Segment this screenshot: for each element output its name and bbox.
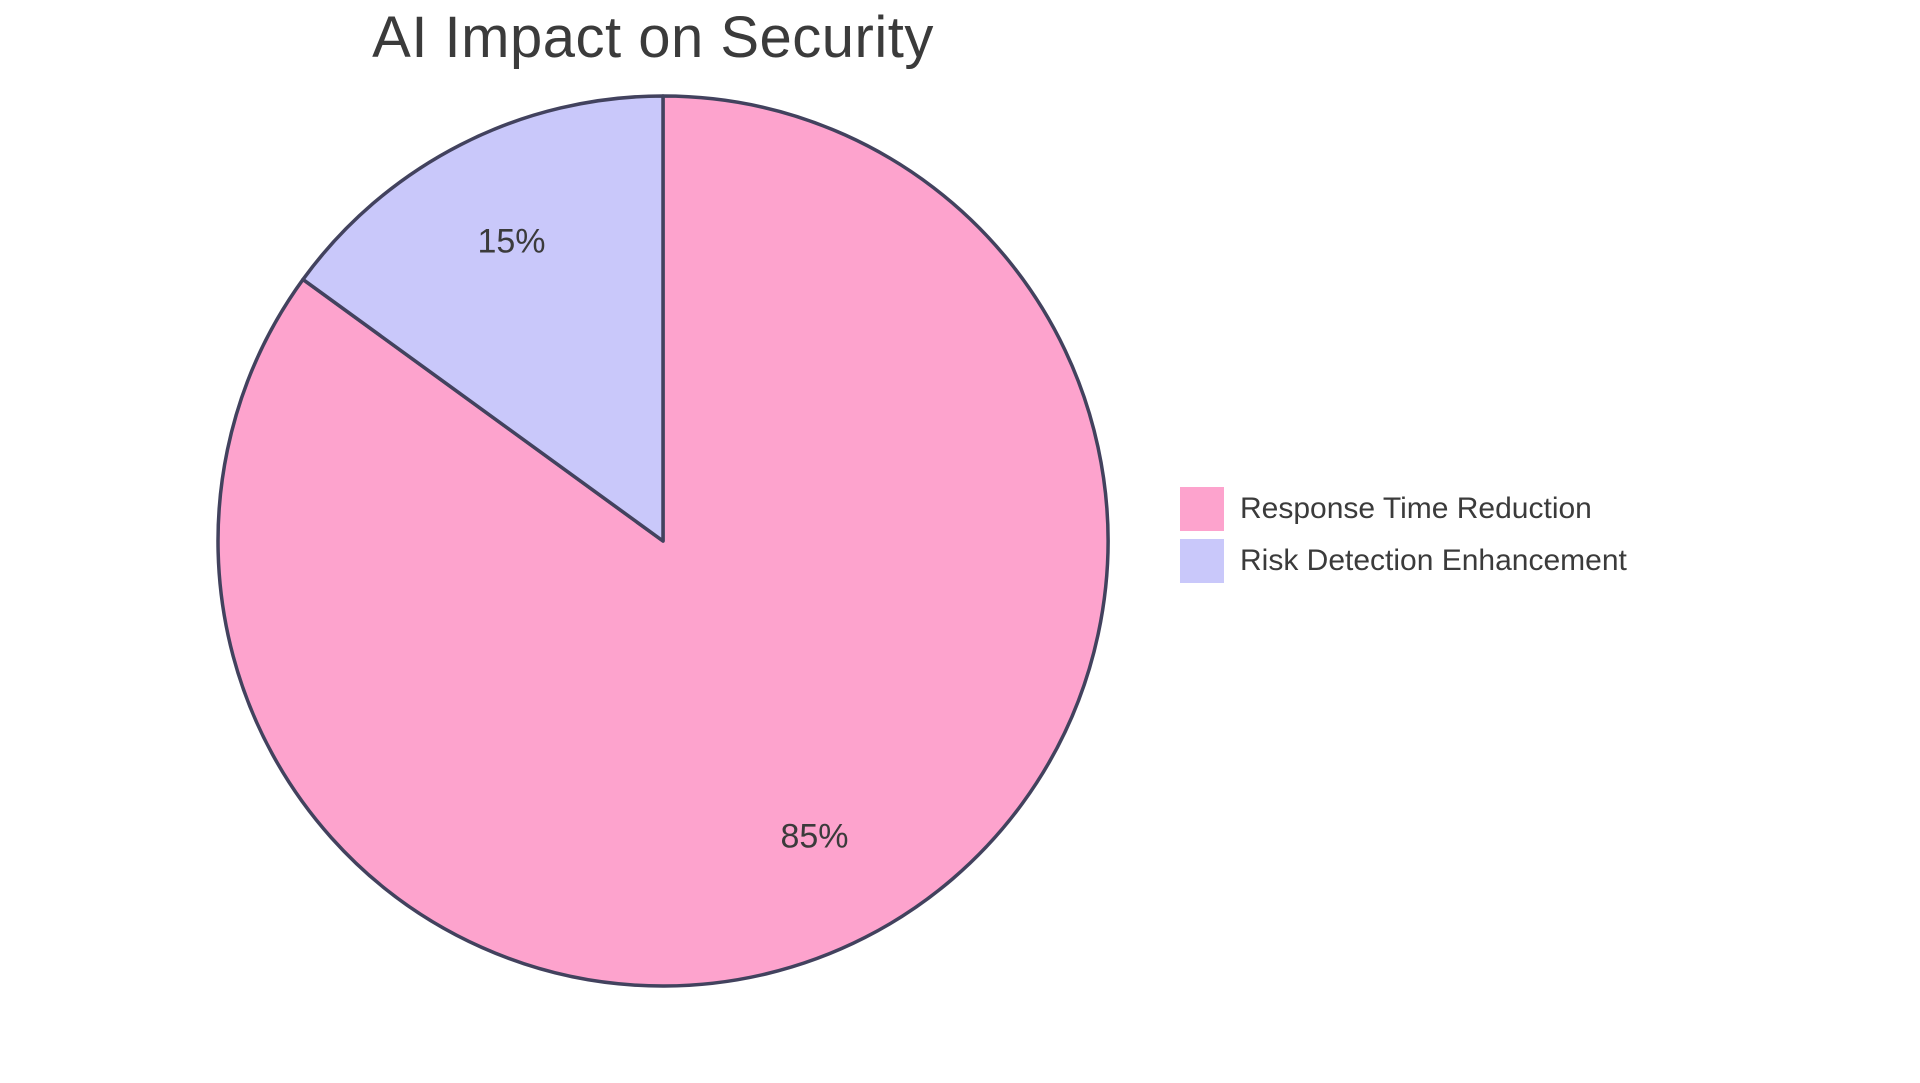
legend-item-risk-detection-enhancement[interactable]: Risk Detection Enhancement (1180, 539, 1627, 583)
legend: Response Time Reduction Risk Detection En… (1180, 487, 1627, 583)
legend-item-response-time-reduction[interactable]: Response Time Reduction (1180, 487, 1627, 531)
slice-label-risk-detection-enhancement: 15% (477, 223, 545, 261)
pie-slice-risk-detection-enhancement[interactable] (301, 94, 665, 543)
slice-label-response-time-reduction: 85% (780, 817, 848, 855)
chart-title: AI Impact on Security (372, 5, 934, 70)
legend-label-risk-detection-enhancement: Risk Detection Enhancement (1240, 544, 1627, 577)
legend-label-response-time-reduction: Response Time Reduction (1240, 492, 1592, 525)
legend-swatch-response-time-reduction (1180, 487, 1224, 531)
legend-swatch-risk-detection-enhancement (1180, 539, 1224, 583)
